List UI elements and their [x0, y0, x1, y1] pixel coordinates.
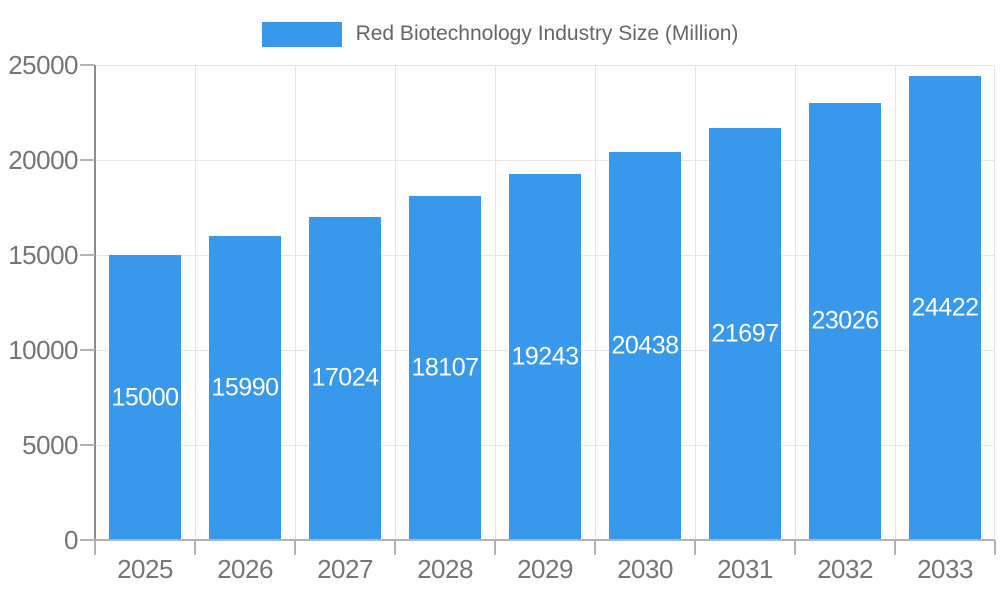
y-gridline [95, 64, 995, 66]
x-axis-tick [894, 540, 896, 555]
bar-value-label: 20438 [611, 331, 679, 360]
bar: 24422 [909, 75, 981, 540]
category-gridline [594, 65, 596, 540]
plot-right-border [994, 65, 995, 540]
bar-value-label: 17024 [311, 363, 379, 392]
x-axis-tick [194, 540, 196, 555]
y-axis-tick-label: 20000 [8, 145, 78, 175]
x-axis-tick [394, 540, 396, 555]
x-axis-tick-label: 2029 [517, 554, 573, 584]
x-axis-tick-label: 2033 [917, 554, 973, 584]
x-axis-tick-label: 2031 [717, 554, 773, 584]
y-axis-line [94, 65, 96, 555]
bar-value-label: 18107 [411, 353, 479, 382]
bar-value-label: 21697 [711, 319, 779, 348]
bar: 21697 [709, 127, 781, 540]
y-axis-tick-label: 5000 [22, 430, 78, 460]
x-axis-tick [594, 540, 596, 555]
bar-value-label: 15990 [211, 373, 279, 402]
y-axis-tick [80, 64, 95, 66]
category-gridline [894, 65, 896, 540]
plot-area: 15000 15990 17024 18107 19243 20438 21697 23026… [95, 64, 995, 540]
x-axis-tick-label: 2025 [117, 554, 173, 584]
bar: 23026 [809, 102, 881, 540]
category-gridline [694, 65, 696, 540]
x-axis-tick-label: 2026 [217, 554, 273, 584]
bar: 17024 [309, 216, 381, 540]
x-axis-tick-label: 2027 [317, 554, 373, 584]
y-axis-tick [80, 349, 95, 351]
y-axis-tick [80, 254, 95, 256]
x-axis-tick [494, 540, 496, 555]
x-axis-tick [294, 540, 296, 555]
legend-swatch [261, 21, 342, 47]
bar: 18107 [409, 195, 481, 540]
bar-value-label: 19243 [511, 342, 579, 371]
bar: 15990 [209, 236, 281, 540]
legend-label: Red Biotechnology Industry Size (Million… [355, 22, 739, 45]
bar-value-label: 23026 [811, 306, 879, 335]
bar-value-label: 15000 [111, 383, 179, 411]
category-gridline [194, 65, 196, 540]
x-axis-tick [694, 540, 696, 555]
bar-value-label: 24422 [911, 293, 979, 322]
bar: 19243 [509, 174, 581, 540]
category-gridline [394, 65, 396, 540]
y-axis-tick [80, 444, 95, 446]
y-axis-tick [80, 539, 95, 541]
y-axis-tick-label: 15000 [8, 240, 78, 270]
x-axis-tick-label: 2030 [617, 554, 673, 584]
y-axis-tick-label: 0 [64, 525, 78, 555]
bar: 15000 [109, 255, 181, 540]
x-axis-tick [94, 540, 96, 555]
x-axis-tick [794, 540, 796, 555]
x-axis-line [95, 539, 995, 541]
y-gridline [95, 159, 995, 161]
x-axis-tick-label: 2028 [417, 554, 473, 584]
x-axis-tick-label: 2032 [817, 554, 873, 584]
category-gridline [294, 65, 296, 540]
y-axis-tick-label: 25000 [8, 50, 78, 80]
category-gridline [494, 65, 496, 540]
y-axis-tick [80, 159, 95, 161]
category-gridline [794, 65, 796, 540]
bar: 20438 [609, 151, 681, 540]
y-axis-tick-label: 10000 [8, 335, 78, 365]
legend: Red Biotechnology Industry Size (Million… [0, 16, 1000, 52]
x-axis-tick [994, 540, 996, 555]
